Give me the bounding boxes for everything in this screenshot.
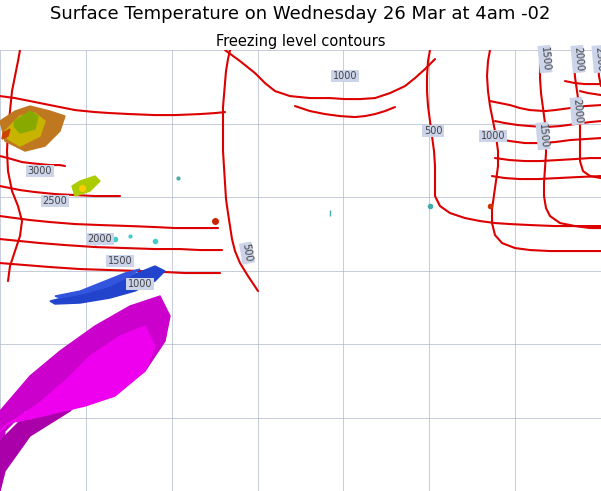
Text: Surface Temperature on Wednesday 26 Mar at 4am -02: Surface Temperature on Wednesday 26 Mar … <box>50 5 551 23</box>
Text: 1500: 1500 <box>539 46 551 72</box>
Polygon shape <box>0 106 65 151</box>
Text: 500: 500 <box>240 243 254 263</box>
Text: 3000: 3000 <box>28 166 52 176</box>
Polygon shape <box>14 111 38 133</box>
Polygon shape <box>50 266 165 304</box>
Polygon shape <box>0 296 170 491</box>
Polygon shape <box>55 269 140 298</box>
Polygon shape <box>2 129 10 139</box>
Text: 1000: 1000 <box>333 71 357 81</box>
Text: 2000: 2000 <box>88 234 112 244</box>
Polygon shape <box>0 371 100 491</box>
Text: 1000: 1000 <box>481 131 505 141</box>
Text: 2500: 2500 <box>43 196 67 206</box>
Text: 1500: 1500 <box>537 123 549 149</box>
Polygon shape <box>0 326 155 431</box>
Polygon shape <box>5 113 45 146</box>
Polygon shape <box>72 176 100 196</box>
Text: 2000: 2000 <box>571 98 583 124</box>
Text: 1000: 1000 <box>128 279 152 289</box>
Text: 500: 500 <box>424 126 442 136</box>
Text: 2000: 2000 <box>572 46 584 72</box>
Text: 2500: 2500 <box>593 46 601 72</box>
Text: 1500: 1500 <box>108 256 132 266</box>
Text: Freezing level contours: Freezing level contours <box>216 33 385 49</box>
